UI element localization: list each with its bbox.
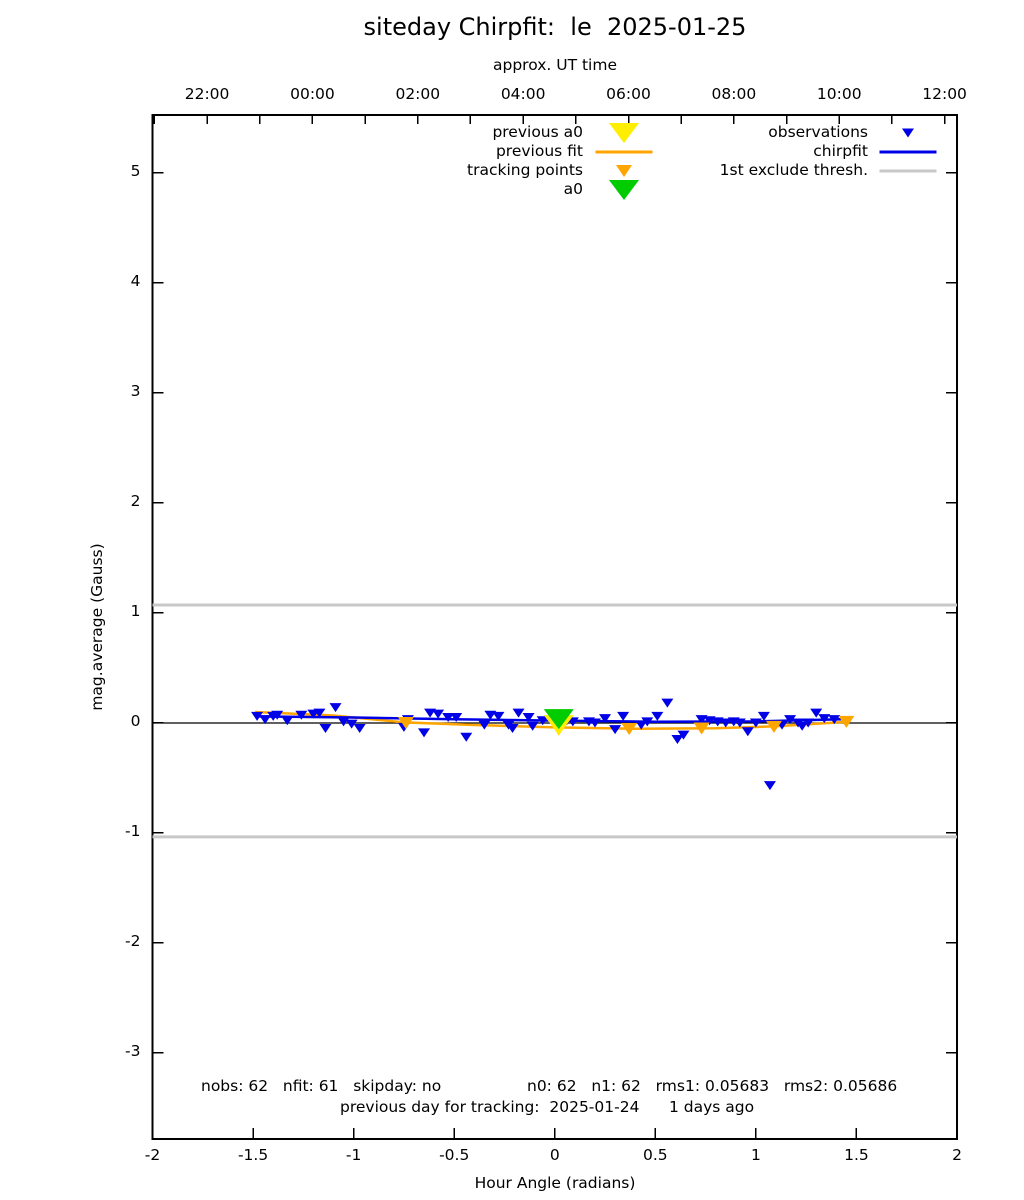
marker-observations bbox=[353, 723, 366, 733]
stats-n0-n1-rms: n0: 62 n1: 62 rms1: 0.05683 rms2: 0.0568… bbox=[527, 1077, 898, 1095]
marker-observations bbox=[810, 708, 823, 718]
marker-observations bbox=[635, 720, 648, 730]
marker-observations bbox=[818, 714, 831, 724]
legend-label-tracking-points: tracking points bbox=[467, 160, 583, 179]
ut-tick-label: 22:00 bbox=[184, 85, 230, 103]
marker-observations bbox=[641, 717, 654, 727]
marker-observations bbox=[259, 715, 272, 725]
x-tick-label: 0.5 bbox=[642, 1146, 668, 1164]
marker-observations bbox=[733, 718, 746, 728]
legend-label-chirpfit: chirpfit bbox=[813, 141, 868, 160]
marker-observations bbox=[295, 710, 308, 720]
ut-tick-label: 00:00 bbox=[290, 85, 335, 103]
marker-observations bbox=[763, 781, 776, 791]
marker-observations bbox=[319, 723, 332, 733]
ut-tick-label: 12:00 bbox=[922, 85, 967, 103]
marker-observations bbox=[802, 718, 815, 728]
y-tick-label: -2 bbox=[125, 932, 141, 951]
y-tick-label: 1 bbox=[130, 602, 141, 621]
marker-observations bbox=[609, 725, 622, 735]
y-tick-label: 3 bbox=[130, 382, 141, 401]
x-tick-label: -1 bbox=[345, 1146, 362, 1164]
marker-tracking-points bbox=[693, 722, 710, 735]
marker-observations bbox=[432, 709, 445, 719]
legend-label-1st-exclude-thresh: 1st exclude thresh. bbox=[719, 160, 868, 179]
x-tick-label: 2 bbox=[952, 1146, 962, 1164]
marker-observations bbox=[442, 712, 455, 722]
marker-observations bbox=[526, 721, 539, 731]
marker-observations bbox=[617, 711, 630, 721]
marker-observations bbox=[492, 711, 505, 721]
marker-observations bbox=[719, 718, 732, 728]
marker-observations bbox=[677, 730, 690, 740]
marker-observations bbox=[828, 715, 841, 725]
y-tick-label: -1 bbox=[125, 822, 141, 841]
x-tick-label: 1.5 bbox=[844, 1146, 869, 1164]
x-axis-title: Hour Angle (radians) bbox=[474, 1174, 636, 1192]
marker-observations bbox=[460, 732, 473, 742]
legend-label-previous-a0: previous a0 bbox=[492, 122, 583, 141]
ut-tick-label: 04:00 bbox=[500, 85, 546, 103]
stats-previous-day: previous day for tracking: 2025-01-24 1 … bbox=[340, 1098, 755, 1116]
marker-tracking-points bbox=[765, 720, 782, 733]
legend-marker-observations bbox=[902, 128, 914, 138]
top-axis-title: approx. UT time bbox=[493, 56, 617, 74]
marker-observations bbox=[757, 711, 770, 721]
marker-observations bbox=[784, 715, 797, 725]
ut-tick-label: 02:00 bbox=[395, 85, 441, 103]
marker-tracking-points bbox=[838, 715, 855, 728]
marker-observations bbox=[345, 719, 358, 729]
marker-observations bbox=[506, 723, 519, 733]
marker-tracking-points bbox=[621, 723, 638, 736]
marker-observations bbox=[661, 698, 674, 708]
x-tick-label: 1 bbox=[750, 1146, 761, 1164]
x-tick-label: -0.5 bbox=[439, 1146, 470, 1164]
marker-a0 bbox=[543, 709, 574, 730]
marker-observations bbox=[329, 703, 342, 713]
y-tick-label: 2 bbox=[130, 492, 141, 511]
marker-observations bbox=[512, 708, 525, 718]
marker-observations bbox=[522, 712, 535, 722]
marker-observations bbox=[651, 711, 664, 721]
marker-observations bbox=[741, 727, 754, 737]
marker-observations bbox=[450, 712, 463, 722]
chart-title: siteday Chirpfit: le 2025-01-25 bbox=[363, 13, 747, 41]
y-tick-label: -3 bbox=[125, 1042, 141, 1061]
marker-observations bbox=[749, 718, 762, 728]
legend-marker-previous-a0 bbox=[609, 123, 639, 143]
marker-observations bbox=[671, 734, 684, 744]
x-tick-label: 0 bbox=[549, 1146, 560, 1164]
marker-observations bbox=[599, 714, 612, 724]
x-tick-label: -2 bbox=[144, 1146, 161, 1164]
marker-observations bbox=[313, 708, 326, 718]
y-tick-label: 4 bbox=[130, 272, 141, 291]
marker-observations bbox=[251, 711, 264, 721]
marker-observations bbox=[418, 728, 431, 738]
legend-marker-a0 bbox=[609, 180, 639, 200]
marker-observations bbox=[281, 716, 294, 726]
ut-tick-label: 08:00 bbox=[711, 85, 757, 103]
marker-observations bbox=[796, 721, 809, 731]
y-tick-label: 0 bbox=[130, 712, 141, 731]
legend-marker-tracking-points bbox=[616, 165, 632, 177]
legend-label-observations: observations bbox=[768, 122, 868, 141]
legend-label-previous-fit: previous fit bbox=[495, 141, 583, 160]
marker-observations bbox=[478, 720, 491, 730]
plot-border bbox=[151, 114, 958, 1140]
x-tick-label: -1.5 bbox=[237, 1146, 269, 1164]
marker-observations bbox=[588, 718, 601, 728]
legend-label-a0: a0 bbox=[563, 179, 583, 198]
ut-tick-label: 10:00 bbox=[816, 85, 862, 103]
ut-tick-label: 06:00 bbox=[606, 85, 651, 103]
marker-observations bbox=[271, 710, 284, 720]
marker-tracking-points bbox=[397, 716, 414, 729]
marker-observations bbox=[536, 716, 549, 726]
y-tick-label: 5 bbox=[130, 162, 141, 181]
stats-nobs-nfit-skipday: nobs: 62 nfit: 61 skipday: no bbox=[201, 1077, 442, 1095]
